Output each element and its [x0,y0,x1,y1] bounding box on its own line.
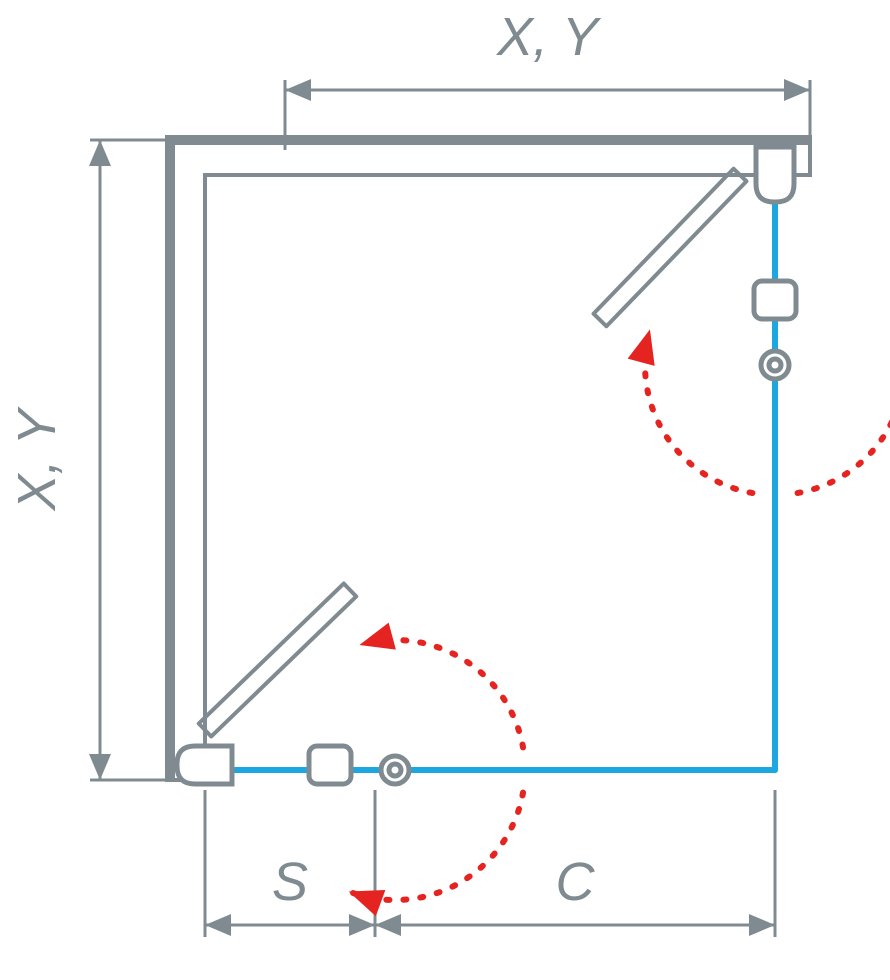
dim-arrowhead [349,914,375,936]
swing-right-out [798,321,890,493]
dim-arrowhead [749,914,775,936]
brace-right [594,314,607,327]
dim-arrowhead [285,79,311,101]
dim-label-left: X, Y [7,405,67,512]
dim-label-c: C [556,852,596,912]
brace-right [594,169,734,314]
dim-arrowhead [89,140,111,166]
swing-right-in-arrow [628,329,655,365]
mid-box [754,281,796,319]
swing-bottom-in-arrow [359,623,395,650]
swing-bottom-out-arrow [349,890,386,916]
hinge-cap [177,746,232,784]
brace-bottom [211,596,356,736]
swing-right-in [645,331,752,493]
knob-dot [769,359,781,371]
knob-dot [389,764,401,776]
dim-arrowhead [375,914,401,936]
dim-label-s: S [272,852,308,912]
brace-bottom [199,584,344,724]
mid-box [309,746,351,784]
hinge-cap [756,147,794,202]
dim-arrowhead [784,79,810,101]
brace-right [606,181,746,326]
dim-label-top: X, Y [495,7,602,67]
dim-arrowhead [205,914,231,936]
dim-arrowhead [89,754,111,780]
swing-bottom-in [361,640,523,747]
frame-inner [205,175,810,780]
brace-bottom [344,584,357,597]
